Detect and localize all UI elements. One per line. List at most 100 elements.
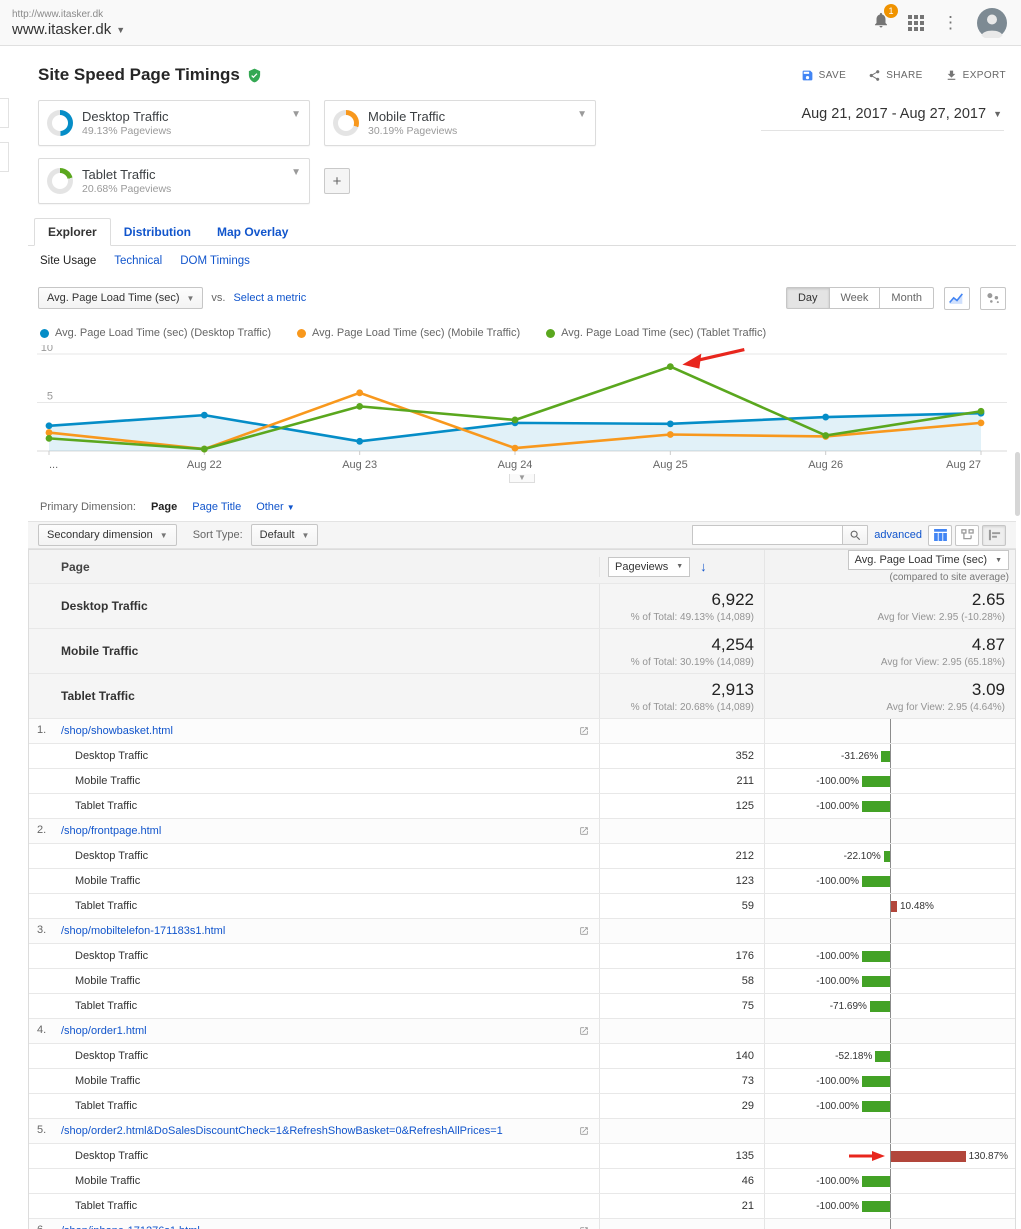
annotation-arrow bbox=[682, 348, 745, 369]
sort-direction-icon[interactable]: ↓ bbox=[700, 559, 707, 574]
view-pivot-button[interactable] bbox=[955, 524, 979, 546]
comparison-cell: -100.00% bbox=[764, 1069, 1015, 1093]
save-button[interactable]: SAVE bbox=[801, 69, 847, 82]
segment-card[interactable]: Tablet Traffic 20.68% Pageviews ▼ bbox=[38, 158, 310, 204]
page-url-link[interactable]: /shop/order2.html&DoSalesDiscountCheck=1… bbox=[61, 1125, 503, 1137]
page-url-link[interactable]: /shop/iphone-171276s1.html bbox=[61, 1225, 200, 1229]
dimension-page-title[interactable]: Page Title bbox=[192, 501, 242, 513]
dimension-page[interactable]: Page bbox=[150, 501, 178, 513]
open-in-new-icon[interactable] bbox=[579, 1126, 589, 1136]
motion-chart-view-button[interactable] bbox=[980, 286, 1006, 310]
legend-label: Avg. Page Load Time (sec) (Desktop Traff… bbox=[55, 327, 272, 339]
table-segment-row: Tablet Traffic 59 10.48% bbox=[29, 893, 1015, 918]
table-search-input[interactable] bbox=[692, 525, 843, 545]
pageviews-column-select[interactable]: Pageviews ▼ bbox=[608, 556, 691, 577]
timeseries-chart[interactable]: 5 10... Aug 22 Aug 23 Aug 24 Aug 25 Aug 26 Aug … bbox=[34, 342, 1010, 473]
tab-explorer[interactable]: Explorer bbox=[34, 218, 111, 246]
line-chart-view-button[interactable] bbox=[944, 286, 970, 310]
comparison-left bbox=[765, 1019, 890, 1043]
annotations-expander[interactable]: ▼ bbox=[509, 474, 535, 483]
chevron-down-icon: ▼ bbox=[993, 109, 1002, 119]
comparison-bar bbox=[862, 775, 890, 787]
export-button[interactable]: EXPORT bbox=[945, 69, 1006, 82]
account-selector[interactable]: www.itasker.dk ▼ bbox=[12, 21, 125, 38]
more-options-button[interactable]: ⋮ bbox=[942, 14, 959, 31]
segment-card[interactable]: Desktop Traffic 49.13% Pageviews ▼ bbox=[38, 100, 310, 146]
topbar: http://www.itasker.dk www.itasker.dk ▼ 1… bbox=[0, 0, 1021, 46]
legend-label: Avg. Page Load Time (sec) (Tablet Traffi… bbox=[561, 327, 767, 339]
chevron-down-icon[interactable]: ▼ bbox=[577, 109, 587, 120]
metric-selector[interactable]: Avg. Page Load Time (sec) ▼ bbox=[38, 287, 204, 309]
comparison-bar bbox=[862, 1175, 890, 1187]
legend-item-tablet[interactable]: Avg. Page Load Time (sec) (Tablet Traffi… bbox=[546, 327, 766, 339]
avatar[interactable] bbox=[977, 7, 1007, 38]
legend-label: Avg. Page Load Time (sec) (Mobile Traffi… bbox=[312, 327, 521, 339]
secondary-dimension-button[interactable]: Secondary dimension ▼ bbox=[38, 524, 177, 546]
notifications-button[interactable]: 1 bbox=[872, 4, 898, 34]
segment-row-label: Tablet Traffic bbox=[75, 800, 138, 812]
subtab-technical[interactable]: Technical bbox=[114, 255, 163, 267]
open-in-new-icon[interactable] bbox=[579, 926, 589, 936]
apps-grid-icon bbox=[908, 14, 924, 31]
segment-card[interactable]: Mobile Traffic 30.19% Pageviews ▼ bbox=[324, 100, 596, 146]
add-segment-button[interactable]: + bbox=[324, 168, 350, 194]
share-button[interactable]: SHARE bbox=[868, 69, 922, 82]
secondary-dimension-label: Secondary dimension bbox=[47, 529, 153, 541]
row-number: 3. bbox=[37, 924, 47, 936]
view-comparison-button[interactable] bbox=[982, 524, 1006, 546]
advanced-filter-link[interactable]: advanced bbox=[874, 529, 922, 541]
table-segment-row: Desktop Traffic 352 -31.26% bbox=[29, 743, 1015, 768]
comparison-left bbox=[765, 894, 890, 918]
page-url-link[interactable]: /shop/mobiltelefon-171183s1.html bbox=[61, 925, 226, 937]
segment-title: Mobile Traffic bbox=[368, 109, 446, 124]
table-segment-row: Mobile Traffic 46 -100.00% bbox=[29, 1168, 1015, 1193]
page-url-link[interactable]: /shop/frontpage.html bbox=[61, 825, 162, 837]
comparison-right: 130.87% bbox=[890, 1144, 1015, 1168]
legend-item-desktop[interactable]: Avg. Page Load Time (sec) (Desktop Traff… bbox=[40, 327, 271, 339]
total-segment-label: Desktop Traffic bbox=[61, 599, 148, 613]
select-metric-link[interactable]: Select a metric bbox=[233, 292, 307, 304]
page-title: Site Speed Page Timings bbox=[38, 65, 240, 84]
comparison-cell bbox=[764, 1219, 1015, 1229]
granularity-week[interactable]: Week bbox=[828, 287, 881, 309]
comparison-percent: -100.00% bbox=[816, 975, 859, 987]
pageviews-value: 140 bbox=[735, 1050, 754, 1062]
comparison-percent: -100.00% bbox=[816, 1200, 859, 1212]
total-pageviews: 2,913 bbox=[711, 679, 754, 699]
page-url-link[interactable]: /shop/order1.html bbox=[61, 1025, 147, 1037]
comparison-right bbox=[890, 719, 1015, 743]
subtab-site-usage[interactable]: Site Usage bbox=[40, 255, 97, 267]
page-url-link[interactable]: /shop/showbasket.html bbox=[61, 725, 173, 737]
date-range-selector[interactable]: Aug 21, 2017 - Aug 27, 2017 ▼ bbox=[761, 104, 1004, 131]
open-in-new-icon[interactable] bbox=[579, 726, 589, 736]
granularity-day[interactable]: Day bbox=[785, 287, 830, 309]
search-button[interactable] bbox=[842, 525, 869, 545]
tab-distribution[interactable]: Distribution bbox=[123, 225, 192, 239]
pageviews-value: 176 bbox=[735, 950, 754, 962]
tab-map-overlay[interactable]: Map Overlay bbox=[217, 225, 289, 239]
comparison-cell: -71.69% bbox=[764, 994, 1015, 1018]
chevron-down-icon[interactable]: ▼ bbox=[291, 109, 301, 120]
granularity-month[interactable]: Month bbox=[879, 287, 934, 309]
chevron-down-icon[interactable]: ▼ bbox=[291, 167, 301, 178]
svg-text:Aug 26: Aug 26 bbox=[808, 459, 843, 471]
svg-text:Aug 25: Aug 25 bbox=[653, 459, 688, 471]
view-table-button[interactable] bbox=[928, 524, 952, 546]
sort-type-button[interactable]: Default ▼ bbox=[250, 524, 319, 546]
sort-type-value: Default bbox=[259, 529, 295, 541]
legend-item-mobile[interactable]: Avg. Page Load Time (sec) (Mobile Traffi… bbox=[297, 327, 520, 339]
pageviews-value: 59 bbox=[741, 900, 754, 912]
scrollbar-thumb[interactable] bbox=[1015, 452, 1020, 516]
table-segment-row: Mobile Traffic 123 -100.00% bbox=[29, 868, 1015, 893]
open-in-new-icon[interactable] bbox=[579, 826, 589, 836]
comparison-right bbox=[890, 744, 1015, 768]
table-segment-row: Mobile Traffic 73 -100.00% bbox=[29, 1068, 1015, 1093]
comparison-left: -100.00% bbox=[765, 1169, 890, 1193]
subtab-dom-timings[interactable]: DOM Timings bbox=[180, 255, 250, 267]
open-in-new-icon[interactable] bbox=[579, 1026, 589, 1036]
line-chart-icon bbox=[949, 292, 963, 304]
metric-column-select[interactable]: Avg. Page Load Time (sec) ▼ bbox=[847, 550, 1009, 570]
table-total-row: Mobile Traffic 4,254 % of Total: 30.19% (1… bbox=[29, 628, 1015, 673]
apps-grid-button[interactable] bbox=[908, 14, 924, 31]
dimension-other[interactable]: Other ▼ bbox=[256, 501, 295, 513]
